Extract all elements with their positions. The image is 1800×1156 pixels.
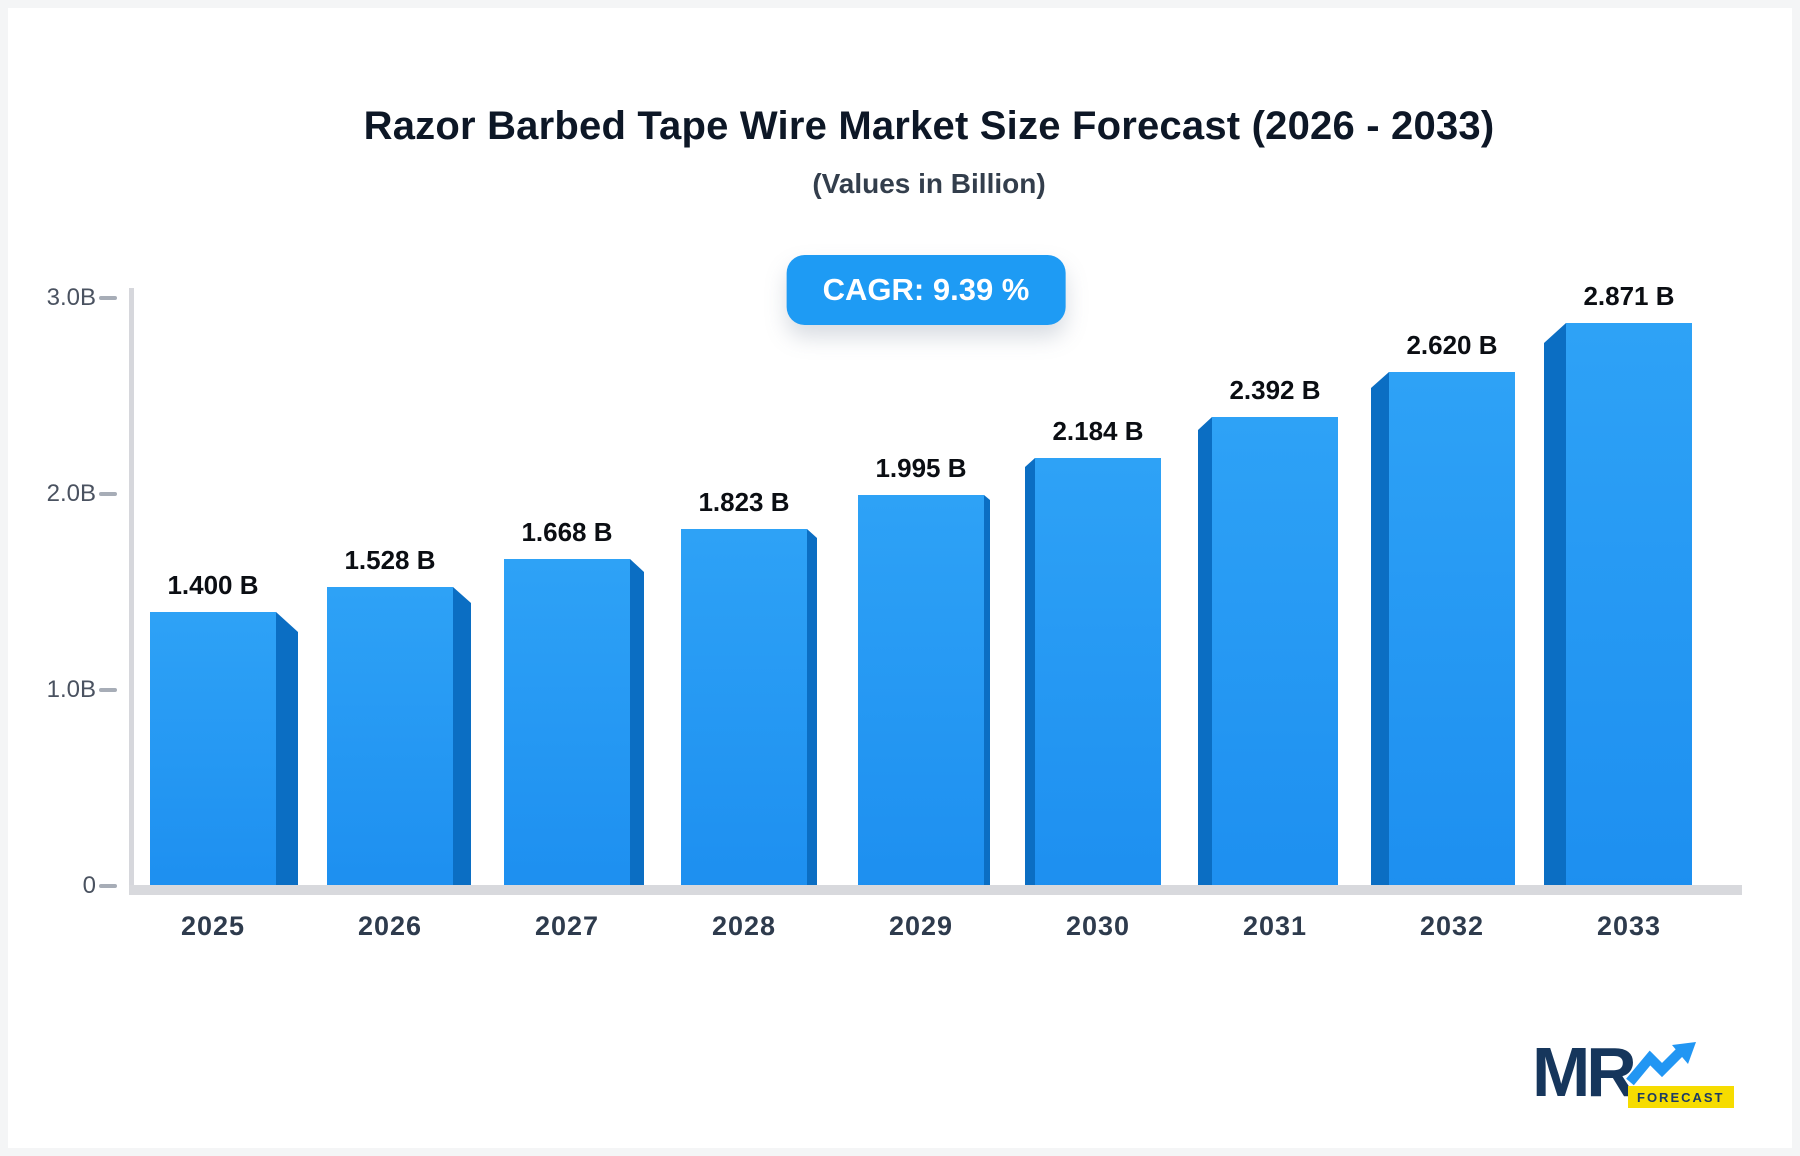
bar <box>1389 372 1515 892</box>
bar <box>1566 323 1692 892</box>
bar <box>858 495 984 892</box>
bar-chart: 0 1.0B 2.0B 3.0B 1.400 B 2025 1.528 B 2026 1.668… <box>8 8 1792 1148</box>
bar-side-face <box>1025 458 1035 892</box>
x-axis-label: 2027 <box>534 911 600 941</box>
x-axis-label: 2033 <box>1596 911 1662 941</box>
y-axis-line <box>129 288 134 895</box>
bar-side-face <box>807 529 817 892</box>
x-axis-label: 2028 <box>711 911 777 941</box>
bar <box>504 559 630 892</box>
x-axis-label: 2032 <box>1419 911 1485 941</box>
y-tick-mark <box>99 492 117 496</box>
bar-value-label: 2.392 B <box>1229 375 1321 405</box>
cagr-badge: CAGR: 9.39 % <box>786 255 1066 325</box>
logo: MR FORECAST <box>1532 1033 1734 1118</box>
bar-value-label: 1.995 B <box>875 453 967 483</box>
bar-value-label: 2.184 B <box>1052 416 1144 446</box>
bar-side-face <box>453 587 471 892</box>
bar-value-label: 2.620 B <box>1406 330 1498 360</box>
bar <box>1212 417 1338 892</box>
y-tick-label: 0 <box>82 872 96 899</box>
bar-side-face <box>276 612 298 892</box>
y-tick-label: 2.0B <box>46 480 96 507</box>
bar-value-label: 1.400 B <box>167 570 259 600</box>
bar-side-face <box>1544 323 1566 892</box>
bar-side-face <box>630 559 644 892</box>
y-tick-label: 3.0B <box>46 284 96 311</box>
bar-value-label: 1.528 B <box>344 545 436 575</box>
x-axis-label: 2030 <box>1065 911 1131 941</box>
x-axis-baseline <box>129 885 1742 895</box>
bar <box>150 612 276 892</box>
y-tick-label: 1.0B <box>46 676 96 703</box>
bar-side-face <box>1198 417 1212 892</box>
logo-forecast-label: FORECAST <box>1628 1086 1734 1108</box>
bar-value-label: 1.668 B <box>521 517 613 547</box>
logo-mr-text: MR <box>1532 1033 1637 1111</box>
y-tick-mark <box>99 688 117 692</box>
bar-side-face <box>1371 372 1389 892</box>
x-axis-label: 2031 <box>1242 911 1308 941</box>
y-tick-mark <box>99 884 117 888</box>
chart-title: Razor Barbed Tape Wire Market Size Forec… <box>363 104 1495 148</box>
bar <box>327 587 453 892</box>
bar <box>1035 458 1161 892</box>
x-axis-label: 2029 <box>888 911 954 941</box>
logo-trend-arrow-icon <box>1626 1042 1696 1086</box>
bar-side-face <box>984 495 990 892</box>
bar <box>681 529 807 892</box>
bar-value-label: 2.871 B <box>1583 281 1675 311</box>
chart-subtitle: (Values in Billion) <box>812 168 1046 199</box>
x-axis-label: 2025 <box>180 911 246 941</box>
chart-card: Razor Barbed Tape Wire Market Size Forec… <box>8 8 1792 1148</box>
bar-value-label: 1.823 B <box>698 487 790 517</box>
x-axis-label: 2026 <box>357 911 423 941</box>
y-tick-mark <box>99 296 117 300</box>
